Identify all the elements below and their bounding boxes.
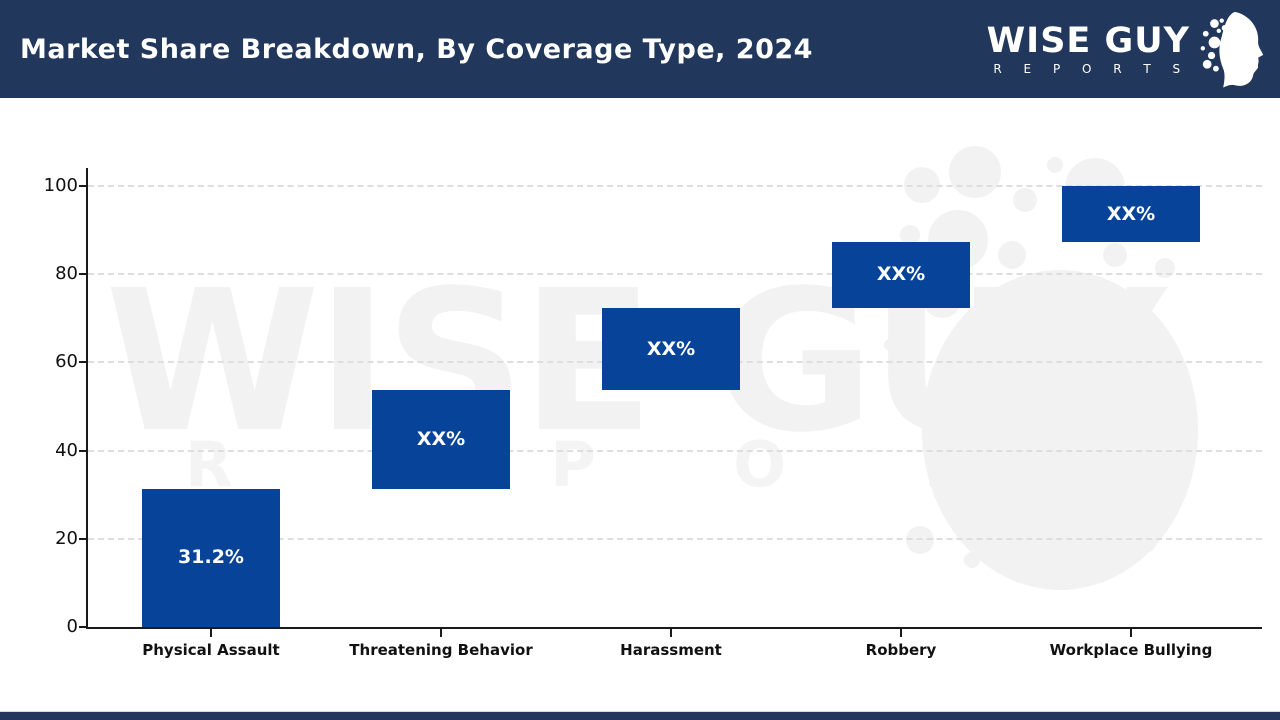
y-tick-mark [79, 361, 88, 364]
footer-bar [0, 712, 1280, 720]
y-tick-label: 100 [43, 175, 78, 196]
y-tick-mark [79, 449, 88, 452]
bar-segment [372, 389, 510, 490]
y-gridline [88, 273, 1262, 276]
bar-segment [602, 307, 740, 390]
y-gridline [88, 449, 1262, 452]
bar-value-label: XX% [646, 337, 696, 360]
y-gridline [88, 185, 1262, 187]
header-banner: Market Share Breakdown, By Coverage Type… [0, 0, 1280, 98]
x-tick-mark [1130, 629, 1132, 637]
logo-text: WISE GUY R E P O R T S [986, 20, 1190, 76]
x-tick-mark [670, 629, 672, 637]
y-tick-label: 0 [66, 616, 78, 637]
x-tick-mark [210, 629, 212, 637]
bar-segment [832, 242, 970, 308]
y-tick-mark [79, 185, 88, 187]
chart-title: Market Share Breakdown, By Coverage Type… [20, 33, 813, 65]
y-tick-label: 60 [55, 351, 78, 373]
x-category-label: Threatening Behavior [349, 641, 533, 659]
y-axis-line [86, 168, 88, 629]
y-tick-mark [79, 537, 88, 540]
logo-subtitle: R E P O R T S [993, 61, 1190, 76]
y-tick-mark [79, 626, 88, 628]
logo-head-icon [1200, 11, 1264, 88]
bar-value-label: XX% [416, 427, 466, 450]
x-category-label: Physical Assault [142, 641, 280, 659]
x-category-label: Robbery [865, 641, 937, 659]
y-tick-label: 40 [55, 439, 78, 461]
x-tick-mark [440, 629, 442, 637]
x-tick-mark [900, 629, 902, 637]
bar-value-label: XX% [1106, 203, 1156, 225]
logo-wordmark: WISE GUY [986, 20, 1190, 61]
bar-value-label: XX% [876, 263, 926, 286]
wiseguy-logo: WISE GUY R E P O R T S [987, 6, 1266, 92]
y-tick-label: 80 [55, 263, 78, 285]
bar-value-label: 31.2% [178, 546, 244, 569]
bar-segment [142, 489, 280, 627]
y-tick-label: 20 [55, 527, 78, 549]
footer-rule [0, 711, 1280, 712]
bar-segment [1062, 186, 1200, 243]
x-category-label: Workplace Bullying [1049, 641, 1213, 659]
x-axis-line [86, 627, 1262, 629]
x-category-label: Harassment [620, 641, 722, 659]
y-tick-mark [79, 273, 88, 276]
y-gridline [88, 537, 1262, 540]
